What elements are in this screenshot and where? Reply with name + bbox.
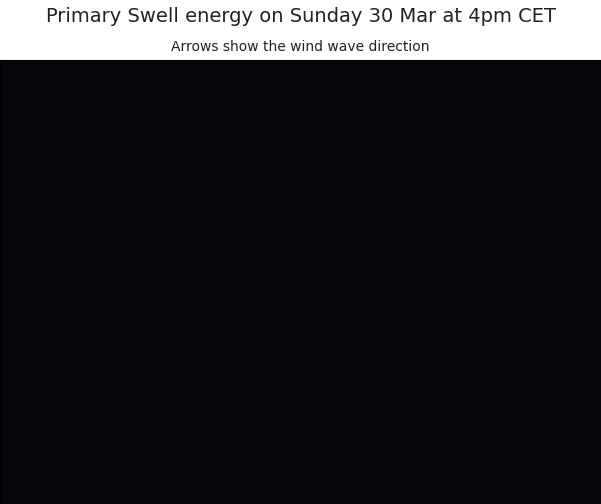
Text: Arrows show the wind wave direction: Arrows show the wind wave direction bbox=[171, 40, 430, 54]
Text: Primary Swell energy on Sunday 30 Mar at 4pm CET: Primary Swell energy on Sunday 30 Mar at… bbox=[46, 8, 555, 26]
